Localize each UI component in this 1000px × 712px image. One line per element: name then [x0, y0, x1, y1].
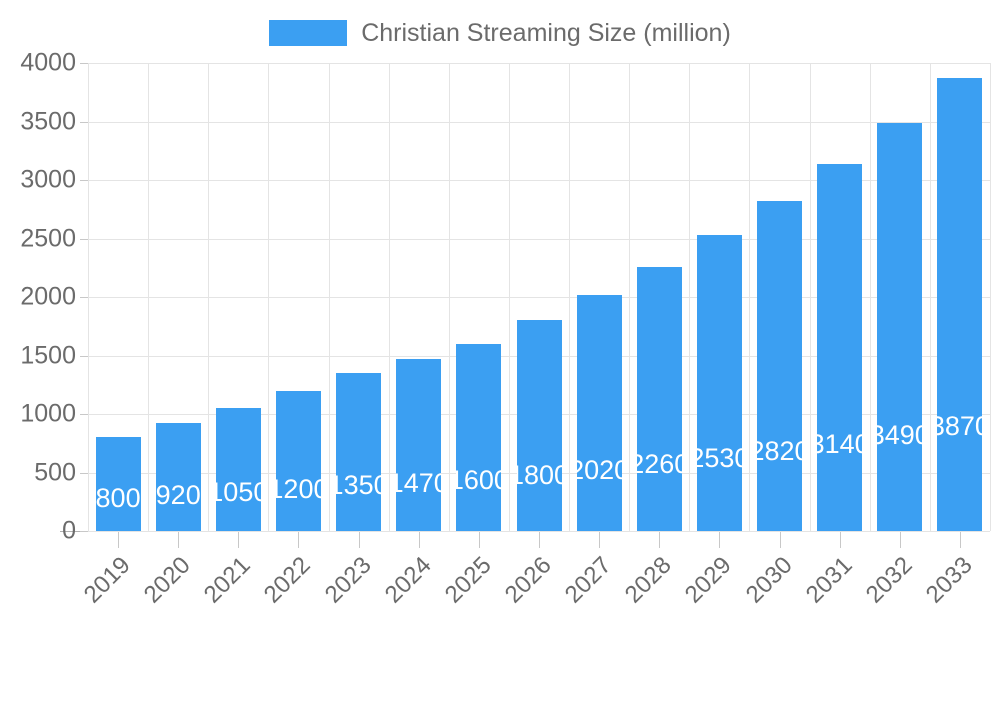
gridline-vertical: [749, 63, 750, 531]
gridline-vertical: [990, 63, 991, 531]
bar[interactable]: 800: [95, 437, 141, 531]
gridline-vertical: [268, 63, 269, 531]
y-axis-tick-mark: [80, 121, 88, 123]
bar[interactable]: 2020: [576, 294, 622, 531]
bar-value-label: 800: [95, 483, 141, 513]
bar-value-label: 1350: [336, 470, 381, 500]
bar[interactable]: 1350: [336, 373, 382, 531]
bar[interactable]: 3870: [937, 78, 983, 531]
y-axis-tick-label: 0: [62, 516, 76, 545]
bar[interactable]: 1600: [456, 343, 502, 531]
y-axis-tick-mark: [80, 472, 88, 474]
y-axis-tick-mark: [80, 355, 88, 357]
gridline-horizontal: [88, 238, 990, 240]
plot-area: 800 920 1050 1200 1350 1470 1600 1800 2020 2260 25…: [80, 63, 991, 532]
x-axis-tick-mark: [719, 532, 720, 548]
y-axis-tick-mark: [80, 297, 88, 298]
bar-value-label: 2260: [637, 449, 682, 479]
gridline-horizontal: [88, 531, 990, 532]
x-axis-tick-mark: [780, 532, 781, 548]
gridline-horizontal: [88, 297, 990, 298]
gridline-vertical: [569, 63, 570, 531]
bar[interactable]: 1050: [215, 408, 261, 531]
y-axis-tick-mark: [80, 238, 88, 240]
gridline-vertical: [509, 63, 510, 531]
y-axis-tick-mark: [80, 531, 88, 532]
gridline-vertical: [689, 63, 690, 531]
bar-value-label: 1050: [216, 477, 261, 507]
x-axis-tick-mark: [900, 532, 901, 548]
bar[interactable]: 3140: [817, 163, 863, 531]
gridline-vertical: [148, 63, 149, 531]
gridline-horizontal: [88, 121, 990, 123]
legend-swatch-christian-streaming-size[interactable]: [269, 20, 348, 46]
gridline-vertical: [930, 63, 931, 531]
bar-value-label: 920: [155, 480, 201, 510]
x-axis-tick-mark: [840, 532, 841, 548]
bar-value-label: 1800: [517, 460, 562, 490]
bar-value-label: 3870: [937, 411, 982, 441]
bar-value-label: 1470: [396, 468, 441, 498]
gridline-vertical: [870, 63, 871, 531]
x-axis-tick-mark: [178, 532, 179, 548]
gridline-vertical: [810, 63, 811, 531]
x-axis-tick-mark: [419, 532, 420, 548]
gridline-vertical: [629, 63, 630, 531]
y-axis-tick-label: 1000: [20, 399, 76, 428]
y-axis-tick-mark: [80, 414, 88, 415]
gridline-horizontal: [88, 180, 990, 181]
bar-value-label: 3140: [817, 429, 862, 459]
bar-value-label: 1200: [276, 474, 321, 504]
x-axis-tick-mark: [479, 532, 480, 548]
x-axis-tick-mark: [599, 532, 600, 548]
y-axis-tick-mark: [80, 180, 88, 181]
y-axis-tick-label: 4000: [20, 48, 76, 77]
bar[interactable]: 920: [155, 423, 201, 531]
bar-value-label: 3490: [877, 420, 922, 450]
bar[interactable]: 1200: [275, 390, 321, 531]
bar-value-label: 2020: [577, 455, 622, 485]
bar-value-label: 1600: [456, 465, 501, 495]
x-axis-tick-mark: [539, 532, 540, 548]
y-axis-tick-label: 2000: [20, 282, 76, 311]
bar[interactable]: 2530: [696, 235, 742, 531]
x-axis-tick-mark: [238, 532, 239, 548]
chart-legend: Christian Streaming Size (million): [0, 12, 1000, 54]
bar[interactable]: 1800: [516, 320, 562, 531]
y-axis-tick-label: 3000: [20, 165, 76, 194]
x-axis-tick-mark: [298, 532, 299, 548]
gridline-horizontal: [88, 63, 990, 64]
y-axis-tick-label: 1500: [20, 341, 76, 369]
bar[interactable]: 1470: [396, 359, 442, 531]
x-axis-tick-mark: [118, 532, 119, 548]
gridline-vertical: [449, 63, 450, 531]
gridline-vertical: [329, 63, 330, 531]
y-axis-tick-label: 500: [34, 458, 76, 486]
x-axis-tick-mark: [359, 532, 360, 548]
y-axis-tick-label: 3500: [20, 107, 76, 135]
x-axis-tick-mark: [960, 532, 961, 548]
x-axis-tick-mark: [659, 532, 660, 548]
bar[interactable]: 3490: [877, 122, 923, 531]
gridline-vertical: [389, 63, 390, 531]
y-axis-tick-mark: [80, 63, 88, 64]
bar[interactable]: 2260: [636, 266, 682, 531]
bar-value-label: 2530: [697, 443, 742, 473]
legend-label: Christian Streaming Size (million): [361, 18, 731, 47]
y-axis-tick-label: 2500: [20, 224, 76, 252]
gridline-vertical: [88, 63, 89, 531]
gridline-vertical: [208, 63, 209, 531]
bar-chart: Christian Streaming Size (million) 0 500 1…: [0, 12, 1000, 608]
